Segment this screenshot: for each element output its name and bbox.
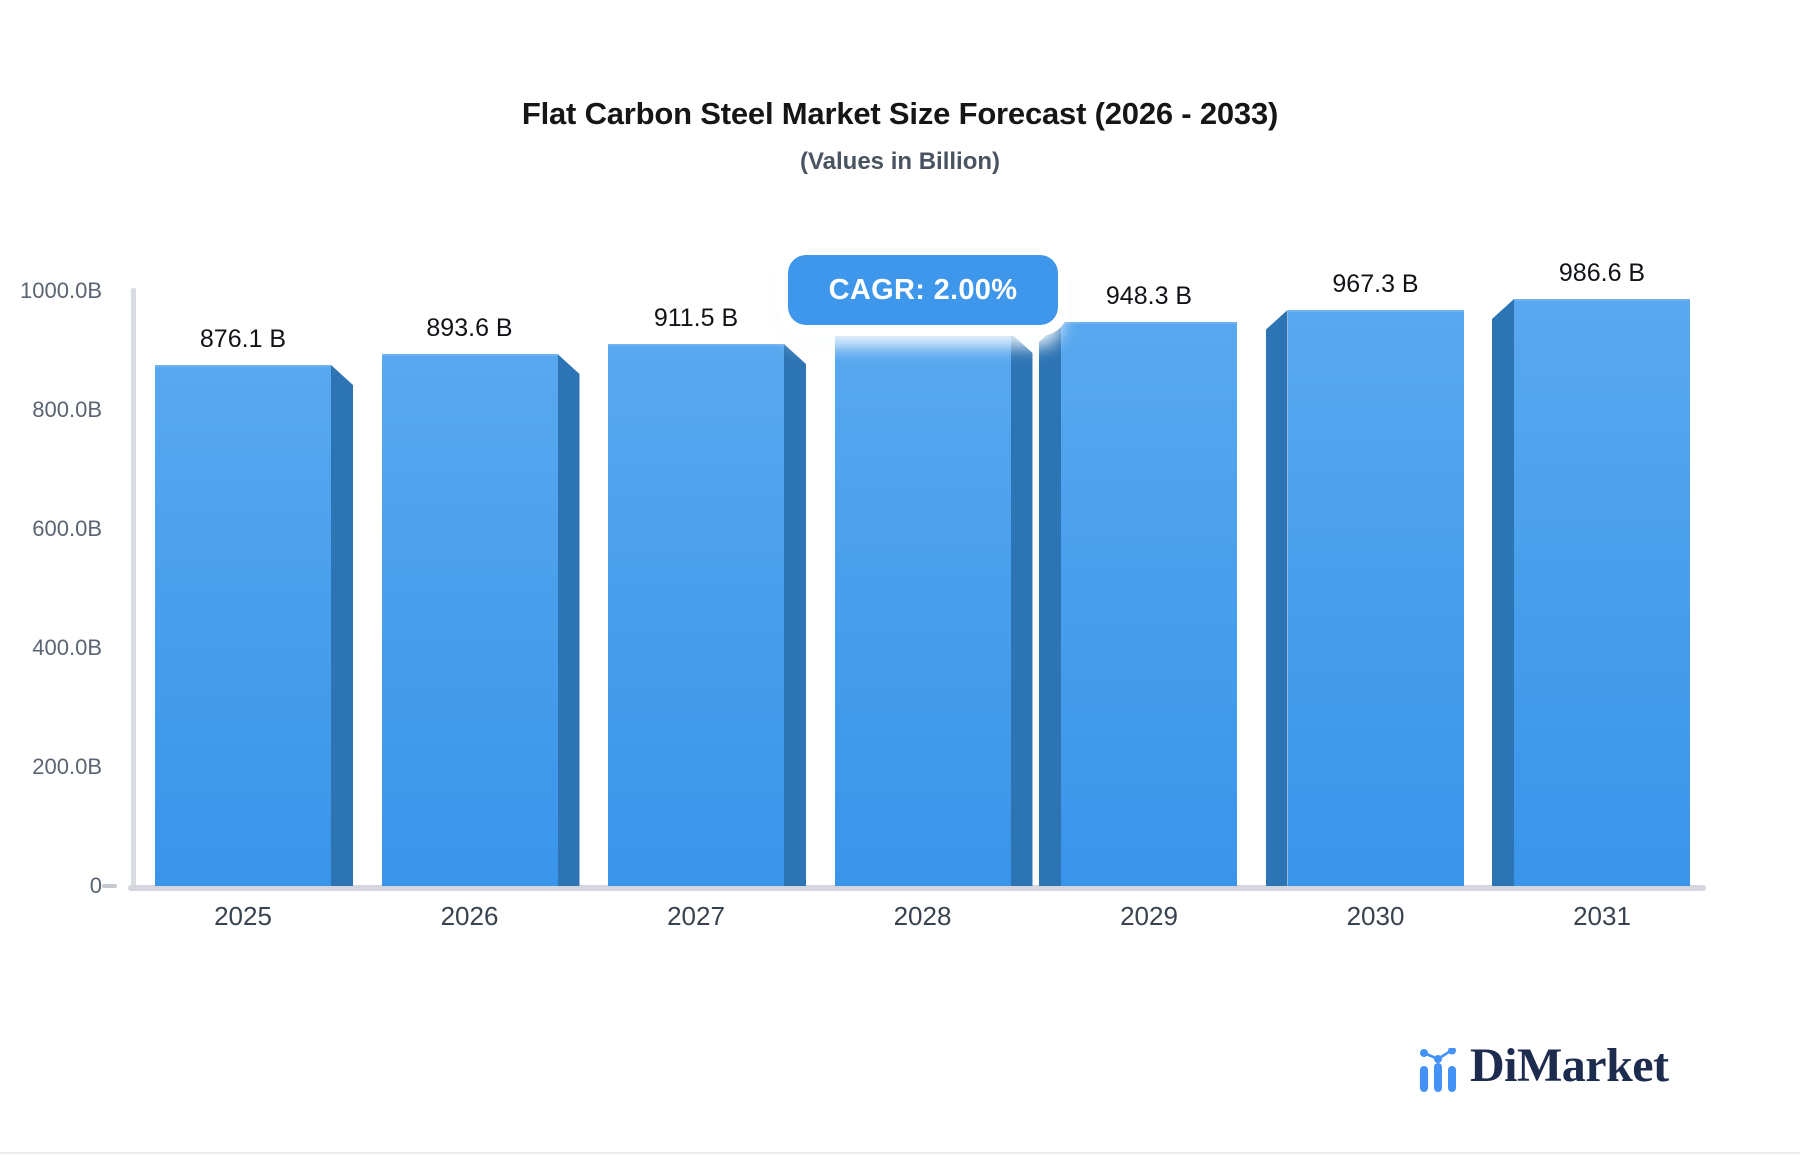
x-axis-baseline bbox=[128, 885, 1706, 891]
x-axis-label-2029: 2029 bbox=[1120, 901, 1178, 931]
bar-3d-side-2027 bbox=[784, 344, 806, 886]
bar-value-label-2026: 893.6 B bbox=[426, 314, 513, 342]
bar-2025[interactable] bbox=[155, 365, 331, 886]
zero-tick-mark bbox=[102, 884, 117, 888]
chart-title: Flat Carbon Steel Market Size Forecast (… bbox=[521, 96, 1279, 131]
bar-2031[interactable] bbox=[1514, 299, 1690, 886]
page-bottom-divider bbox=[0, 1152, 1800, 1154]
bar-3d-side-2030 bbox=[1265, 310, 1288, 886]
dimarket-logo-text: DiMarket bbox=[1470, 1039, 1669, 1092]
bar-value-label-2031: 986.6 B bbox=[1558, 259, 1646, 287]
bar-chart-trend-icon bbox=[1420, 1048, 1456, 1092]
bar-value-label-2027: 911.5 B bbox=[653, 304, 739, 332]
y-axis-tick-label-400.0B: 400.0B bbox=[32, 635, 102, 660]
dimarket-logo: DiMarket bbox=[1418, 1040, 1669, 1092]
bar-2026[interactable] bbox=[381, 354, 558, 886]
bar-3d-side-2028 bbox=[1010, 333, 1033, 886]
cagr-badge-label: CAGR: 2.00% bbox=[828, 273, 1018, 306]
x-axis-label-2031: 2031 bbox=[1573, 901, 1631, 931]
chart-subtitle: (Values in Billion) bbox=[799, 148, 1001, 175]
y-axis-tick-label-200.0B: 200.0B bbox=[32, 754, 102, 779]
x-axis-label-2025: 2025 bbox=[214, 901, 272, 931]
x-axis-label-2028: 2028 bbox=[893, 901, 952, 931]
bar-2028[interactable] bbox=[834, 333, 1011, 886]
bar-2027[interactable] bbox=[608, 344, 784, 886]
cagr-badge: CAGR: 2.00% bbox=[788, 255, 1058, 325]
y-axis-tick-label-600.0B: 600.0B bbox=[32, 516, 102, 541]
bar-value-label-2025: 876.1 B bbox=[199, 325, 287, 353]
y-axis-line bbox=[131, 288, 136, 888]
x-axis-label-2027: 2027 bbox=[667, 901, 725, 931]
x-axis-label-2026: 2026 bbox=[440, 901, 499, 931]
bar-3d-side-2029 bbox=[1039, 322, 1061, 886]
bar-3d-side-2026 bbox=[557, 354, 580, 886]
x-axis-label-2030: 2030 bbox=[1346, 901, 1405, 931]
bar-3d-side-2025 bbox=[331, 365, 353, 886]
y-axis-tick-label-0: 0 bbox=[89, 873, 102, 898]
y-axis-tick-label-1000.0B: 1000.0B bbox=[20, 278, 102, 303]
bar-value-label-2029: 948.3 B bbox=[1105, 282, 1193, 310]
bar-3d-side-2031 bbox=[1492, 299, 1514, 886]
bar-2030[interactable] bbox=[1287, 310, 1464, 886]
bar-2029[interactable] bbox=[1061, 322, 1237, 886]
y-axis-tick-label-800.0B: 800.0B bbox=[32, 397, 102, 422]
bar-value-label-2030: 967.3 B bbox=[1332, 270, 1419, 298]
